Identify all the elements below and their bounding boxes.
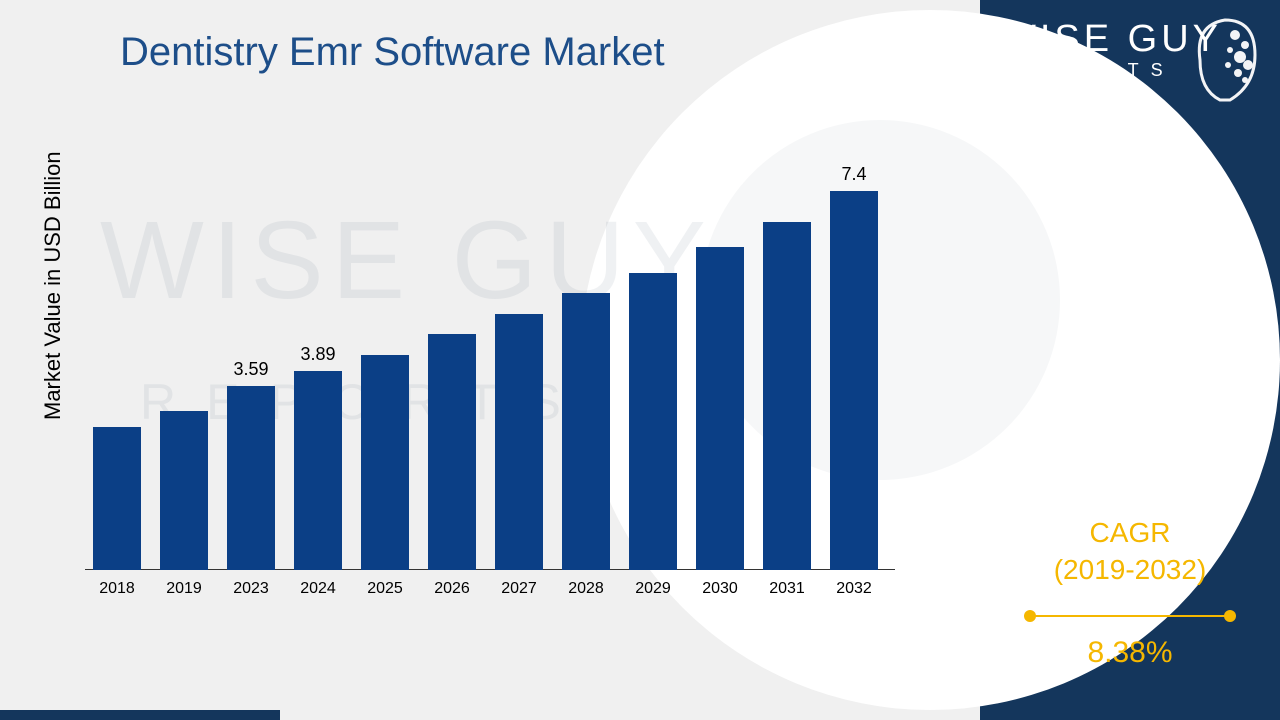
cagr-dot-right (1224, 610, 1236, 622)
x-tick-label: 2023 (219, 580, 283, 598)
bar (294, 371, 342, 570)
x-tick-label: 2031 (755, 580, 819, 598)
y-axis-label: Market Value in USD Billion (40, 151, 66, 420)
bar-group: 2025 (361, 160, 409, 600)
cagr-divider (1030, 606, 1230, 626)
bar-group: 2026 (428, 160, 476, 600)
logo-head-icon (1190, 15, 1260, 105)
bar (763, 222, 811, 571)
bar (696, 247, 744, 570)
bar-group: 2028 (562, 160, 610, 600)
x-tick-label: 2027 (487, 580, 551, 598)
x-tick-label: 2026 (420, 580, 484, 598)
x-tick-label: 2032 (822, 580, 886, 598)
cagr-label-1: CAGR (1010, 515, 1250, 551)
bar (93, 427, 141, 571)
bar-group: 2018 (93, 160, 141, 600)
bar (428, 334, 476, 570)
bar (562, 293, 610, 570)
bar-group: 20327.4 (830, 160, 878, 600)
bottom-accent-bar (0, 710, 280, 720)
bar-group: 2027 (495, 160, 543, 600)
bar-value-label: 3.59 (219, 359, 283, 380)
cagr-dot-left (1024, 610, 1036, 622)
bar (361, 355, 409, 570)
x-tick-label: 2019 (152, 580, 216, 598)
bar-group: 2030 (696, 160, 744, 600)
bar (160, 411, 208, 570)
bar (227, 386, 275, 570)
bar-group: 2029 (629, 160, 677, 600)
page-root: WISE GUY REPORTS CAGR (2019-2032) 8.38 (0, 0, 1280, 720)
bar-value-label: 3.89 (286, 344, 350, 365)
bar-value-label: 7.4 (822, 164, 886, 185)
x-tick-label: 2030 (688, 580, 752, 598)
sidebar: WISE GUY REPORTS CAGR (2019-2032) 8.38 (980, 0, 1280, 720)
bar (629, 273, 677, 570)
bar-group: 2031 (763, 160, 811, 600)
bar-group: 2019 (160, 160, 208, 600)
bar-group: 20243.89 (294, 160, 342, 600)
x-tick-label: 2029 (621, 580, 685, 598)
x-tick-label: 2028 (554, 580, 618, 598)
chart-title: Dentistry Emr Software Market (120, 30, 665, 75)
x-tick-label: 2025 (353, 580, 417, 598)
bar (830, 191, 878, 570)
cagr-label-2: (2019-2032) (1010, 552, 1250, 588)
cagr-value: 8.38% (1010, 636, 1250, 670)
bar-group: 20233.59 (227, 160, 275, 600)
brand-logo: WISE GUY REPORTS (1000, 20, 1260, 81)
x-tick-label: 2018 (85, 580, 149, 598)
x-tick-label: 2024 (286, 580, 350, 598)
cagr-block: CAGR (2019-2032) 8.38% (1010, 515, 1250, 670)
chart-area: 2018201920233.5920243.892025202620272028… (85, 160, 895, 600)
bar (495, 314, 543, 570)
